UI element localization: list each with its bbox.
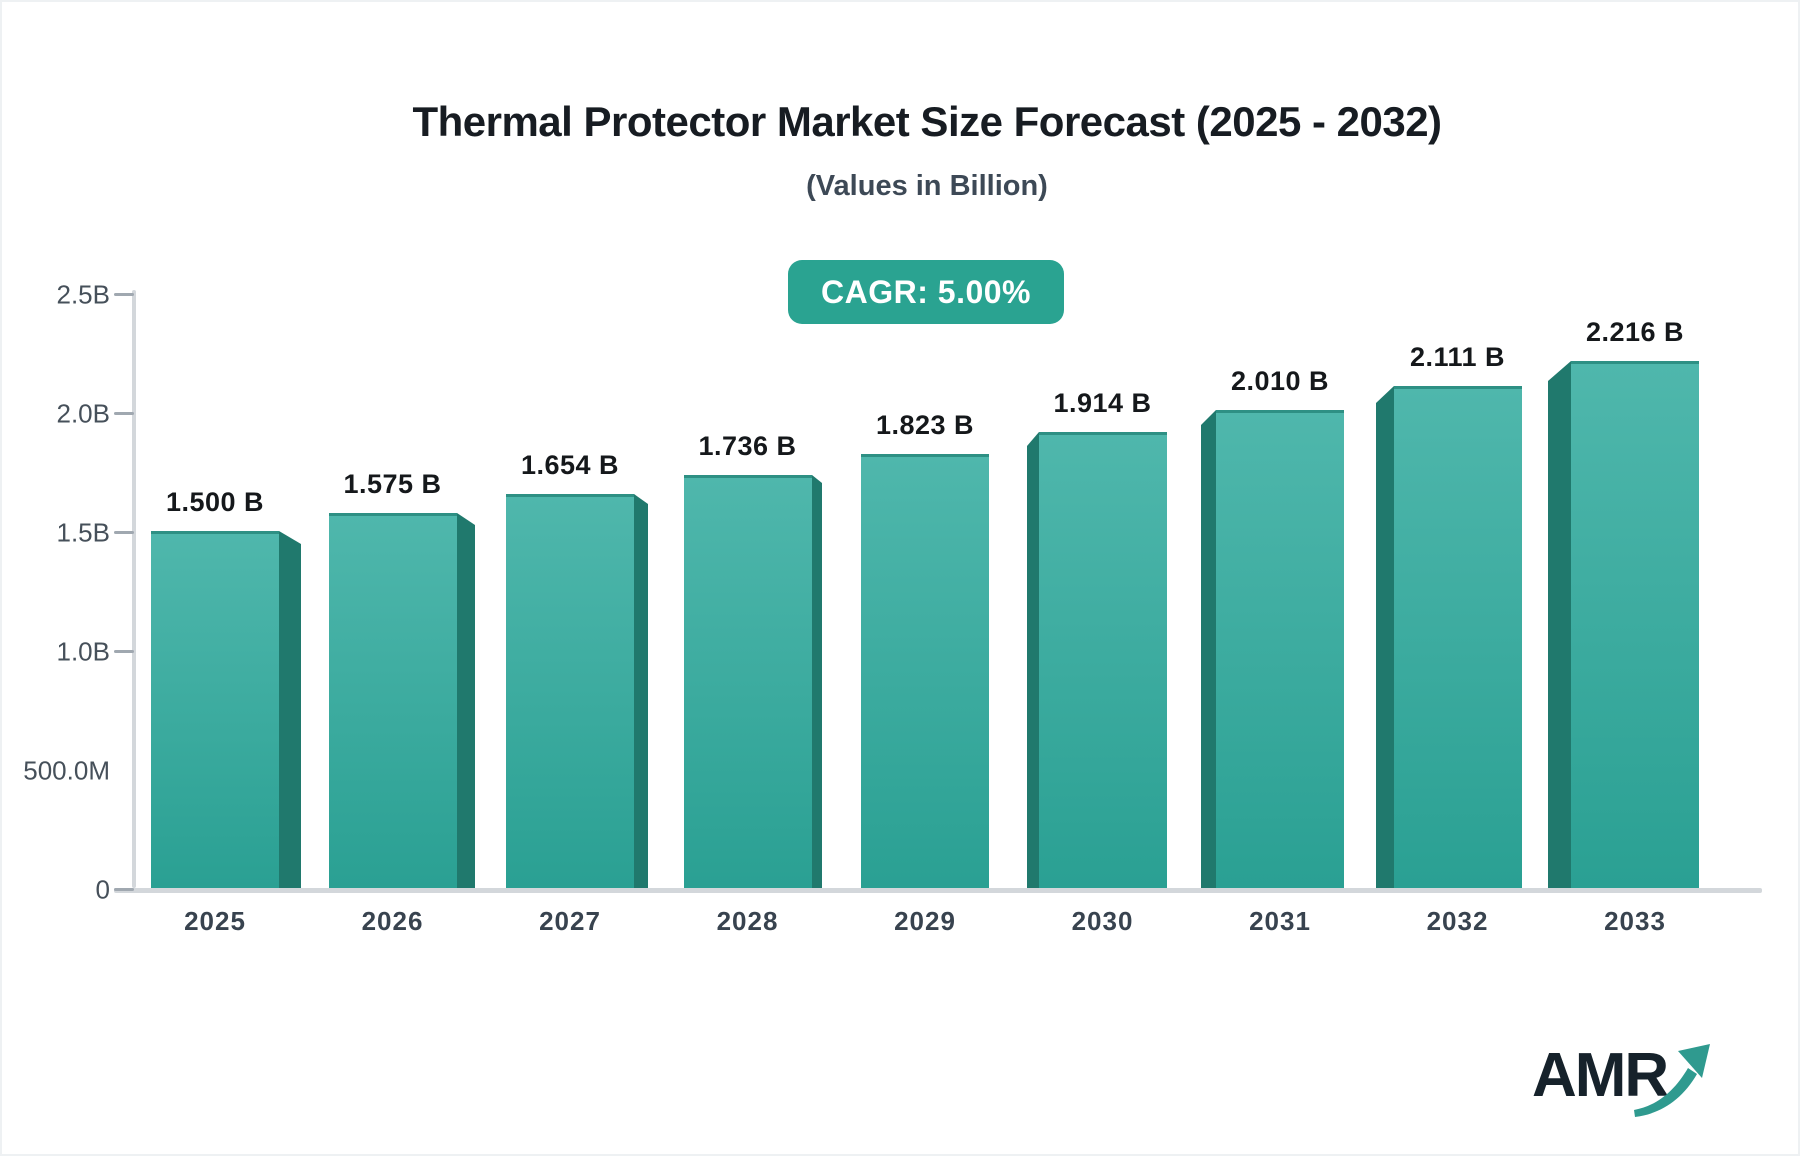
amr-logo-text: AMR	[1532, 1041, 1668, 1110]
y-tick-label: 2.0B	[56, 398, 111, 429]
bar-side-2026	[457, 513, 475, 888]
bar-side-2030	[1027, 432, 1039, 888]
bar-value-label: 2.010 B	[1230, 366, 1330, 396]
chart-subtitle: (Values in Billion)	[806, 170, 1048, 202]
x-tick-label-2026: 2026	[361, 906, 424, 936]
bar-2033	[1571, 361, 1699, 888]
bar-side-2025	[279, 531, 301, 888]
y-tick-dash	[114, 888, 134, 891]
y-tick-label: 1.0B	[56, 636, 111, 667]
bar-value-label: 1.736 B	[698, 431, 797, 461]
y-tick-label: 2.5B	[56, 279, 111, 310]
x-tick-label-2025: 2025	[184, 906, 246, 936]
y-tick-dash	[114, 293, 134, 296]
y-tick-dash	[114, 650, 134, 653]
bar-2032	[1394, 386, 1522, 888]
x-tick-label-2032: 2032	[1426, 906, 1489, 936]
bar-value-label: 1.500 B	[165, 487, 265, 517]
bar-2027	[506, 494, 634, 888]
x-tick-label-2029: 2029	[894, 906, 956, 936]
x-tick-label-2030: 2030	[1071, 906, 1134, 936]
bar-2031	[1216, 410, 1344, 888]
cagr-badge: CAGR: 5.00%	[788, 260, 1064, 324]
bar-side-2031	[1201, 410, 1216, 888]
y-tick-label: 0	[95, 874, 110, 905]
y-axis-line	[132, 290, 136, 888]
bar-value-label: 2.216 B	[1585, 317, 1685, 347]
bar-side-2027	[634, 494, 648, 888]
x-tick-label-2028: 2028	[716, 906, 779, 936]
bar-2030	[1039, 432, 1167, 888]
bar-value-label: 1.823 B	[875, 410, 975, 440]
bar-value-label: 1.914 B	[1053, 388, 1152, 418]
x-tick-label-2031: 2031	[1249, 906, 1311, 936]
bar-value-label: 1.654 B	[520, 450, 620, 480]
bar-side-2028	[812, 475, 822, 888]
x-axis-line	[114, 888, 1762, 893]
bar-2029	[861, 454, 989, 888]
bar-value-label: 2.111 B	[1409, 342, 1506, 372]
y-tick-label: 500.0M	[23, 755, 110, 786]
bar-side-2033	[1548, 361, 1571, 888]
x-tick-label-2033: 2033	[1604, 906, 1666, 936]
chart-title: Thermal Protector Market Size Forecast (…	[412, 98, 1442, 145]
bar-2025	[151, 531, 279, 888]
y-tick-label: 1.5B	[56, 517, 111, 548]
bar-2028	[684, 475, 812, 888]
bar-2026	[329, 513, 457, 888]
bar-side-2032	[1376, 386, 1394, 888]
y-tick-dash	[114, 531, 134, 534]
bar-value-label: 1.575 B	[343, 469, 442, 499]
growth-arrow-icon	[1634, 1044, 1710, 1117]
x-tick-label-2027: 2027	[539, 906, 601, 936]
amr-logo: AMR	[1532, 1041, 1710, 1117]
y-tick-dash	[114, 412, 134, 415]
